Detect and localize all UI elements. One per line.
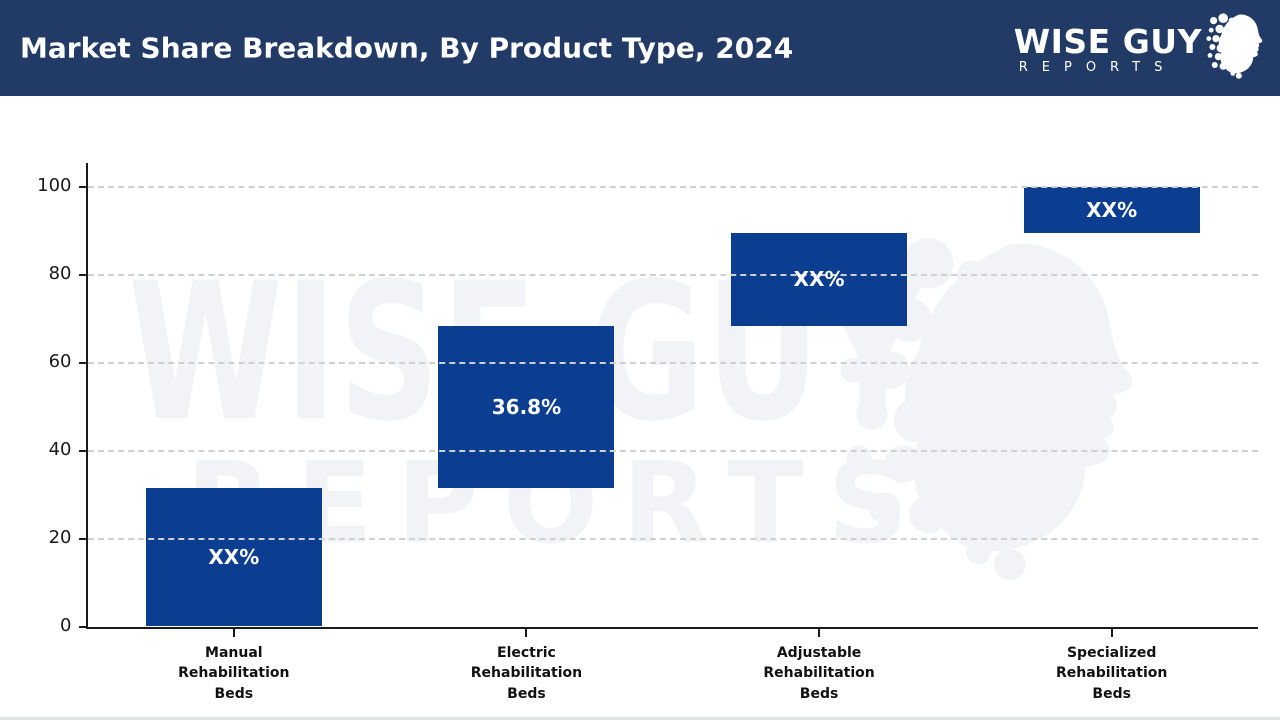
gridline xyxy=(87,537,1258,540)
y-tick-mark xyxy=(79,361,87,364)
brand-logo-text: WISE GUY REPORTS xyxy=(1013,21,1202,76)
gridline xyxy=(87,185,1258,188)
x-tick-mark xyxy=(818,629,821,637)
x-tick-mark xyxy=(525,629,528,637)
chart-title: Market Share Breakdown, By Product Type,… xyxy=(20,31,794,65)
bar xyxy=(731,232,908,326)
brand-subname: REPORTS xyxy=(1018,60,1177,76)
y-tick-label: 60 xyxy=(48,350,72,372)
bar-label: XX% xyxy=(793,267,845,292)
brand-face-icon xyxy=(1206,13,1263,79)
bottom-accent-strip xyxy=(0,717,1280,720)
y-tick-mark xyxy=(79,185,87,188)
bar xyxy=(438,325,615,488)
y-tick-label: 100 xyxy=(37,174,72,196)
y-axis-line xyxy=(86,163,88,629)
y-tick-mark xyxy=(79,273,87,276)
y-tick-label: 80 xyxy=(48,262,72,284)
x-tick-label: Manual Rehabilitation Beds xyxy=(178,644,290,702)
bar-label: XX% xyxy=(1086,197,1138,222)
brand-name: WISE GUY xyxy=(1013,21,1202,61)
gridline xyxy=(87,273,1258,276)
y-tick-label: 20 xyxy=(48,526,72,548)
y-tick-label: 40 xyxy=(48,438,72,460)
bar-label: 36.8% xyxy=(491,394,562,419)
x-tick-mark xyxy=(232,629,235,637)
plot-region: 0 20 40 60 80 100 XX% Manual Rehabilitation Bed… xyxy=(0,96,1280,716)
bar xyxy=(145,487,322,627)
x-tick-mark xyxy=(1110,629,1113,637)
x-axis-line xyxy=(86,626,1258,629)
x-tick-label: Electric Rehabilitation Beds xyxy=(470,644,583,702)
bar xyxy=(1023,186,1200,233)
y-tick-mark xyxy=(79,449,87,452)
chart-area: WISE GUY REPORTS 0 20 40 60 80 100 XX% Manual R… xyxy=(0,96,1280,716)
y-tick-mark xyxy=(79,625,87,628)
y-tick-mark xyxy=(79,537,87,540)
gridline xyxy=(87,449,1258,452)
header-bar: Market Share Breakdown, By Product Type,… xyxy=(0,0,1280,96)
bar-label: XX% xyxy=(208,545,260,570)
brand-logo: WISE GUY REPORTS xyxy=(1014,6,1270,88)
x-tick-label: Specialized Rehabilitation Beds xyxy=(1056,644,1168,702)
x-tick-label: Adjustable Rehabilitation Beds xyxy=(763,644,875,702)
gridline xyxy=(87,361,1258,364)
y-tick-label: 0 xyxy=(60,614,72,636)
